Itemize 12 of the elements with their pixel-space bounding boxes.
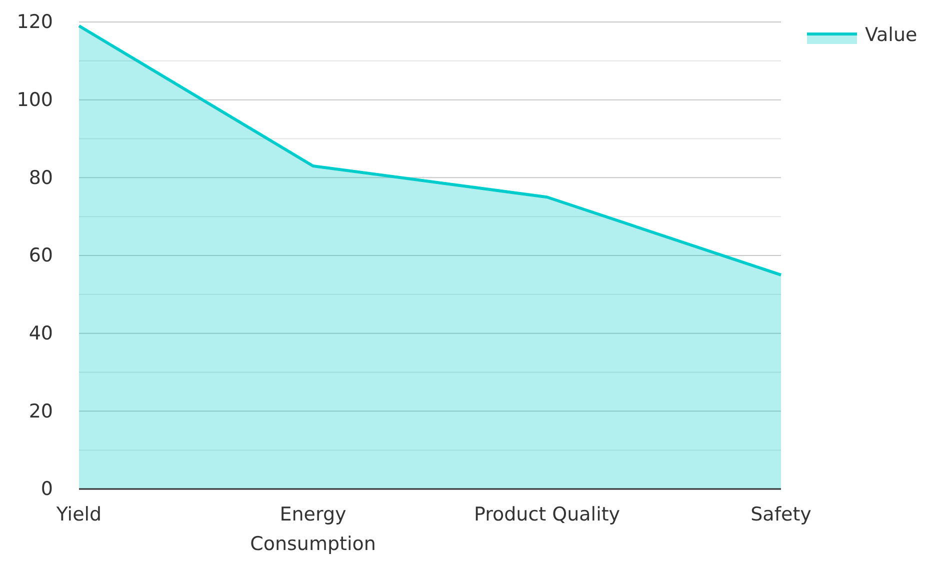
x-tick-label: Energy Consumption xyxy=(250,503,376,555)
x-tick-label: Yield xyxy=(55,503,102,526)
legend-label: Value xyxy=(865,24,918,46)
x-tick-label: Safety xyxy=(750,503,812,526)
y-tick-label: 100 xyxy=(16,88,53,111)
y-tick-label: 20 xyxy=(28,400,53,422)
y-tick-label: 80 xyxy=(28,166,53,189)
x-tick-label: Product Quality xyxy=(474,503,620,526)
y-tick-label: 60 xyxy=(28,244,53,267)
y-tick-label: 0 xyxy=(40,478,53,500)
y-tick-label: 40 xyxy=(28,322,53,344)
y-tick-label: 120 xyxy=(16,11,53,34)
